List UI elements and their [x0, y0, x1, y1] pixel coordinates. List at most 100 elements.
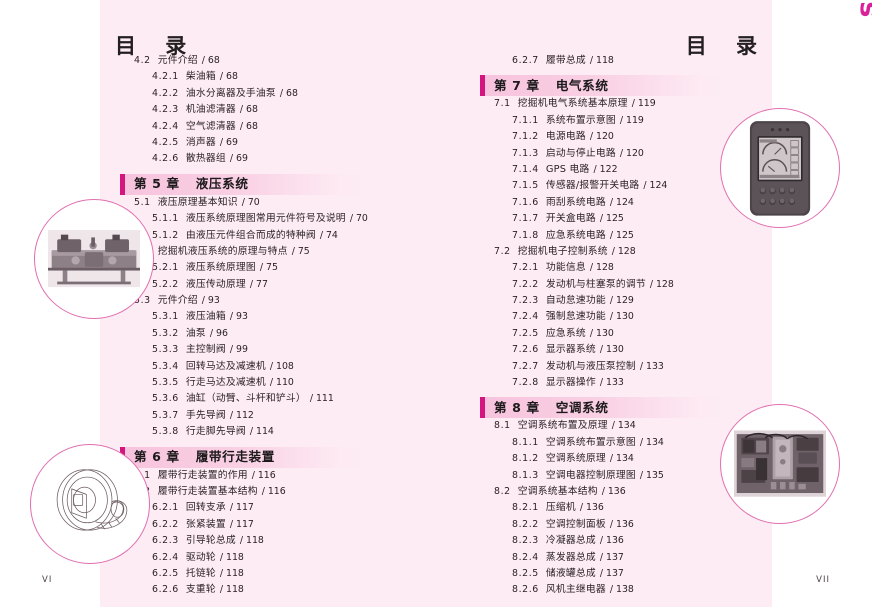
toc-entry-number: 7.1.1 — [512, 114, 539, 126]
toc-entry[interactable]: 7.2 挖掘机电子控制系统/ 128 — [494, 246, 794, 263]
toc-entry[interactable]: 7.1.8 应急系统电路/ 125 — [494, 229, 794, 247]
toc-entry[interactable]: 4.2.1 柴油箱/ 68 — [134, 72, 434, 88]
toc-entry[interactable]: 5.2.1 液压系统原理图/ 75 — [134, 263, 434, 279]
toc-entry-page-number: / 70 — [241, 196, 260, 208]
toc-entry[interactable]: 7.1.4 GPS 电路/ 122 — [494, 165, 794, 181]
toc-entry[interactable]: 7.2.2 发动机与柱塞泵的调节/ 128 — [494, 278, 794, 296]
toc-entry[interactable]: 7.1.7 开关盒电路/ 125 — [494, 214, 794, 230]
toc-entry-number: 7.2.6 — [512, 344, 539, 356]
toc-entry-title: 显示器系统 — [545, 344, 596, 356]
right-page-tint-panel — [436, 0, 772, 607]
toc-entry[interactable]: 8.1 空调系统布置及原理/ 134 — [494, 421, 794, 437]
toc-entry-title: 传感器/报警开关电路 — [545, 180, 640, 192]
toc-entry-list-right: 6.2.7 履带总成/ 118 第 7 章电气系统 7.1 挖掘机电气系统基本原理/ 1… — [480, 56, 794, 602]
toc-entry[interactable]: 5.1 液压原理基本知识/ 70 — [134, 196, 434, 214]
toc-entry[interactable]: 6.2.3 引导轮总成/ 118 — [134, 536, 434, 552]
toc-entry[interactable]: 7.1.1 系统布置示意图/ 119 — [494, 114, 794, 132]
relay-artwork — [733, 430, 827, 498]
toc-entry[interactable]: 5.3.6 油缸（动臂、斗杆和铲斗）/ 111 — [134, 394, 434, 410]
toc-entry[interactable]: 4.2.2 油水分离器及手油泵/ 68 — [134, 88, 434, 105]
toc-entry[interactable]: 4.2.3 机油滤清器/ 68 — [134, 105, 434, 121]
toc-entry-number: 7.1.8 — [512, 229, 539, 241]
toc-entry-page-number: / 136 — [601, 485, 626, 497]
toc-entry[interactable]: 8.2.3 冷凝器总成/ 136 — [494, 536, 794, 552]
toc-entry[interactable]: 8.1.3 空调电器控制原理图/ 135 — [494, 469, 794, 487]
toc-entry-page-number: / 118 — [219, 584, 244, 596]
toc-entry[interactable]: 5.1.1 液压系统原理图常用元件符号及说明/ 70 — [134, 214, 434, 230]
toc-entry[interactable]: 6.2履带行走装置基本结构/ 116 — [134, 487, 434, 503]
toc-entry[interactable]: 7.2.7 发动机与液压泵控制/ 133 — [494, 361, 794, 378]
toc-entry[interactable]: 6.1履带行走装置的作用/ 116 — [134, 470, 434, 487]
excavator-monitor-photo — [747, 120, 813, 217]
toc-entry[interactable]: 4.2.4 空气滤清器/ 68 — [134, 121, 434, 138]
toc-entry[interactable]: 5.3.3 主控制阀/ 99 — [134, 345, 434, 361]
toc-entry[interactable]: 4.2.6 散热器组/ 69 — [134, 154, 434, 170]
toc-entry[interactable]: 6.2.2 张紧装置/ 117 — [134, 519, 434, 536]
toc-entry[interactable]: 7.2.5 应急系统/ 130 — [494, 328, 794, 345]
toc-entry-title: 引导轮总成 — [185, 535, 236, 547]
toc-entry[interactable]: 5.2.2 液压传动原理/ 77 — [134, 279, 434, 296]
toc-entry-number: 8.2.3 — [512, 535, 539, 547]
toc-entry[interactable]: 8.2.4 蒸发器总成/ 137 — [494, 551, 794, 569]
toc-entry[interactable]: 7.2.1 功能信息/ 128 — [494, 263, 794, 279]
toc-entry[interactable]: 5.3.8 行走脚先导阀/ 114 — [134, 427, 434, 443]
toc-entry-number: 6.2.5 — [152, 567, 179, 579]
toc-entry-page-number: / 134 — [609, 453, 634, 465]
toc-entry[interactable]: 7.1.5 传感器/报警开关电路/ 124 — [494, 181, 794, 197]
toc-entry[interactable]: 5.3.4 回转马达及减速机/ 108 — [134, 360, 434, 378]
toc-entry[interactable]: 4.2 元件介绍/ 68 — [134, 56, 434, 72]
toc-entry-title: 消声器 — [185, 136, 216, 148]
toc-entry-title: 显示器操作 — [545, 377, 596, 389]
toc-entry-title: 履带行走装置基本结构 — [157, 485, 258, 497]
toc-entry-page-number: / 93 — [201, 295, 220, 307]
toc-entry-title: 蒸发器总成 — [545, 551, 596, 563]
toc-entry[interactable]: 6.2.6 支重轮/ 118 — [134, 585, 434, 601]
toc-entry[interactable]: 6.2.1 回转支承/ 117 — [134, 503, 434, 519]
toc-entry[interactable]: 5.2挖掘机液压系统的原理与特点/ 75 — [134, 246, 434, 263]
chapter-accent-tab — [120, 173, 125, 195]
toc-entry-number: 5.3.8 — [152, 426, 179, 438]
toc-entry-title: 系统布置示意图 — [545, 114, 616, 126]
toc-entry-page-number: / 136 — [609, 518, 634, 530]
toc-entry[interactable]: 5.3.2 油泵/ 96 — [134, 328, 434, 345]
toc-entry[interactable]: 7.1.3 启动与停止电路/ 120 — [494, 148, 794, 165]
toc-entry-title: 自动怠速功能 — [545, 295, 606, 307]
toc-entry[interactable]: 8.2.2 空调控制面板/ 136 — [494, 518, 794, 536]
toc-entry[interactable]: 5.1.2 由液压元件组合而成的特种阀/ 74 — [134, 230, 434, 247]
toc-entry[interactable]: 8.2.1 压缩机/ 136 — [494, 503, 794, 519]
toc-entry[interactable]: 5.3.1 液压油箱/ 93 — [134, 312, 434, 328]
toc-entry-title: 空调电器控制原理图 — [545, 469, 636, 481]
toc-entry-number: 4.2.3 — [152, 104, 179, 116]
toc-entry[interactable]: 8.1.1 空调系统布置示意图/ 134 — [494, 437, 794, 454]
toc-entry[interactable]: 8.1.2 空调系统原理/ 134 — [494, 454, 794, 470]
toc-entry[interactable]: 7.1.2 电源电路/ 120 — [494, 132, 794, 148]
toc-entry[interactable]: 7.2.6 显示器系统/ 130 — [494, 345, 794, 361]
toc-entry-page-number: / 112 — [229, 409, 254, 421]
toc-entry[interactable]: 5.3.5 行走马达及减速机/ 110 — [134, 378, 434, 394]
toc-entry[interactable]: 7.2.3 自动怠速功能/ 129 — [494, 296, 794, 312]
toc-entry[interactable]: 5.3 元件介绍/ 93 — [134, 296, 434, 312]
toc-entry[interactable]: 6.2.7 履带总成/ 118 — [494, 56, 794, 72]
toc-entry-number: 7.2.2 — [512, 278, 539, 290]
toc-entry[interactable]: 8.2.5 储液罐总成/ 137 — [494, 569, 794, 585]
toc-entry-page-number: / 118 — [219, 567, 244, 579]
toc-entry[interactable]: 7.1.6 雨刮系统电路/ 124 — [494, 197, 794, 214]
toc-entry-number: 7.2.4 — [512, 311, 539, 323]
toc-entry-title: 回转马达及减速机 — [185, 360, 266, 372]
toc-entry[interactable]: 8.2.6 风机主继电器/ 138 — [494, 585, 794, 601]
chapter-heading: 第 7 章电气系统 — [480, 75, 730, 97]
toc-entry[interactable]: 4.2.5 消声器/ 69 — [134, 138, 434, 154]
toc-entry[interactable]: 7.1 挖掘机电气系统基本原理/ 119 — [494, 99, 794, 115]
toc-entry-title: 开关盒电路 — [545, 213, 596, 225]
toc-entry-title: 液压油箱 — [185, 311, 226, 323]
chapter-heading: 第 5 章液压系统 — [120, 173, 370, 195]
toc-entry[interactable]: 7.2.8 显示器操作/ 133 — [494, 378, 794, 394]
toc-entry[interactable]: 6.2.5 托链轮/ 118 — [134, 569, 434, 585]
toc-entry[interactable]: 6.2.4 驱动轮/ 118 — [134, 552, 434, 569]
toc-entry[interactable]: 5.3.7 手先导阀/ 112 — [134, 409, 434, 427]
chapter-number-label: 第 8 章 — [494, 399, 540, 415]
toc-entry[interactable]: 8.2 空调系统基本结构/ 136 — [494, 487, 794, 503]
toc-entry[interactable]: 7.2.4 强制怠速功能/ 130 — [494, 312, 794, 328]
toc-entry-page-number: / 70 — [349, 213, 368, 225]
toc-entry-page-number: / 116 — [261, 485, 286, 497]
